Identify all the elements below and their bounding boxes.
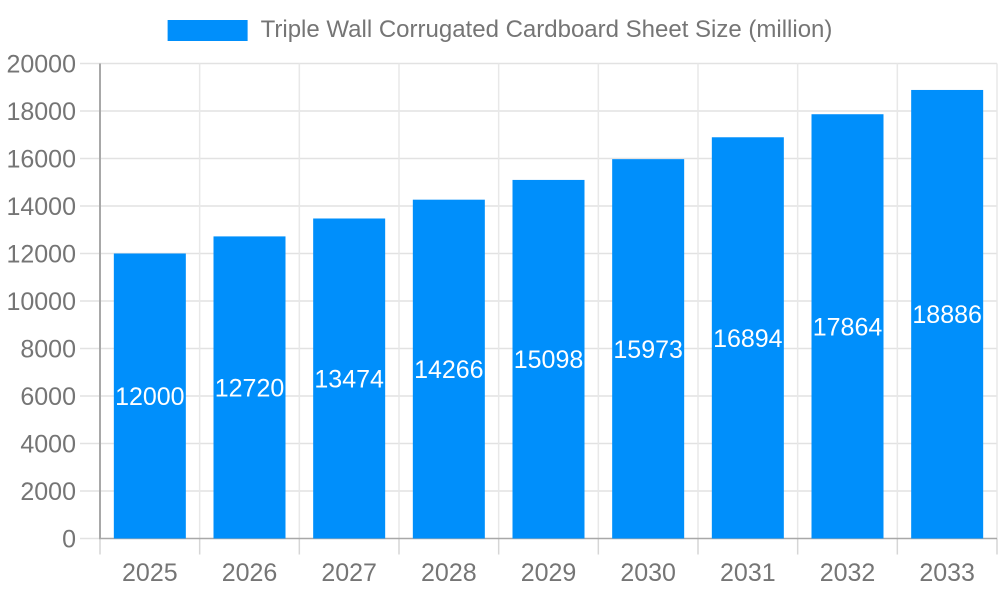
x-axis-label: 2033 [919, 559, 975, 587]
bar-value-label: 18886 [912, 301, 982, 329]
bar-2031[interactable] [711, 137, 784, 539]
bar-2032[interactable] [811, 114, 884, 539]
x-axis-label: 2027 [321, 559, 377, 587]
y-axis-label: 18000 [6, 98, 76, 126]
x-axis-label: 2032 [820, 559, 876, 587]
y-axis-label: 16000 [6, 146, 76, 174]
x-axis-label: 2030 [620, 559, 676, 587]
bar-value-label: 12000 [115, 383, 185, 411]
legend-series-label: Triple Wall Corrugated Cardboard Sheet S… [260, 16, 833, 43]
bar-2029[interactable] [512, 179, 585, 539]
bar-value-label: 16894 [713, 325, 783, 353]
bar-value-label: 12720 [215, 374, 285, 402]
x-axis-label: 2031 [720, 559, 776, 587]
bar-2028[interactable] [412, 199, 485, 539]
y-axis-label: 12000 [6, 241, 76, 269]
y-axis-label: 14000 [6, 193, 76, 221]
y-axis-label: 10000 [6, 288, 76, 316]
bar-value-label: 14266 [414, 356, 484, 384]
bar-value-label: 15973 [613, 336, 683, 364]
y-axis-label: 4000 [20, 431, 76, 459]
legend-series-swatch-icon [167, 19, 248, 41]
bar-value-label: 15098 [514, 346, 584, 374]
x-axis-label: 2028 [421, 559, 477, 587]
x-axis-label: 2026 [222, 559, 278, 587]
legend-item[interactable]: Triple Wall Corrugated Cardboard Sheet S… [167, 16, 833, 43]
bar-value-label: 13474 [314, 365, 384, 393]
y-axis-label: 2000 [20, 478, 76, 506]
bar-2025[interactable] [113, 253, 186, 539]
bar-2026[interactable] [213, 236, 286, 539]
bar-value-label: 17864 [813, 313, 883, 341]
y-axis-label: 8000 [20, 336, 76, 364]
y-axis-label: 20000 [6, 51, 76, 79]
y-axis-label: 6000 [20, 383, 76, 411]
x-axis-label: 2029 [521, 559, 577, 587]
bar-2030[interactable] [612, 159, 685, 539]
bar-2033[interactable] [911, 89, 984, 539]
bar-2027[interactable] [313, 218, 386, 539]
y-axis-label: 0 [62, 526, 76, 554]
x-axis-label: 2025 [122, 559, 178, 587]
